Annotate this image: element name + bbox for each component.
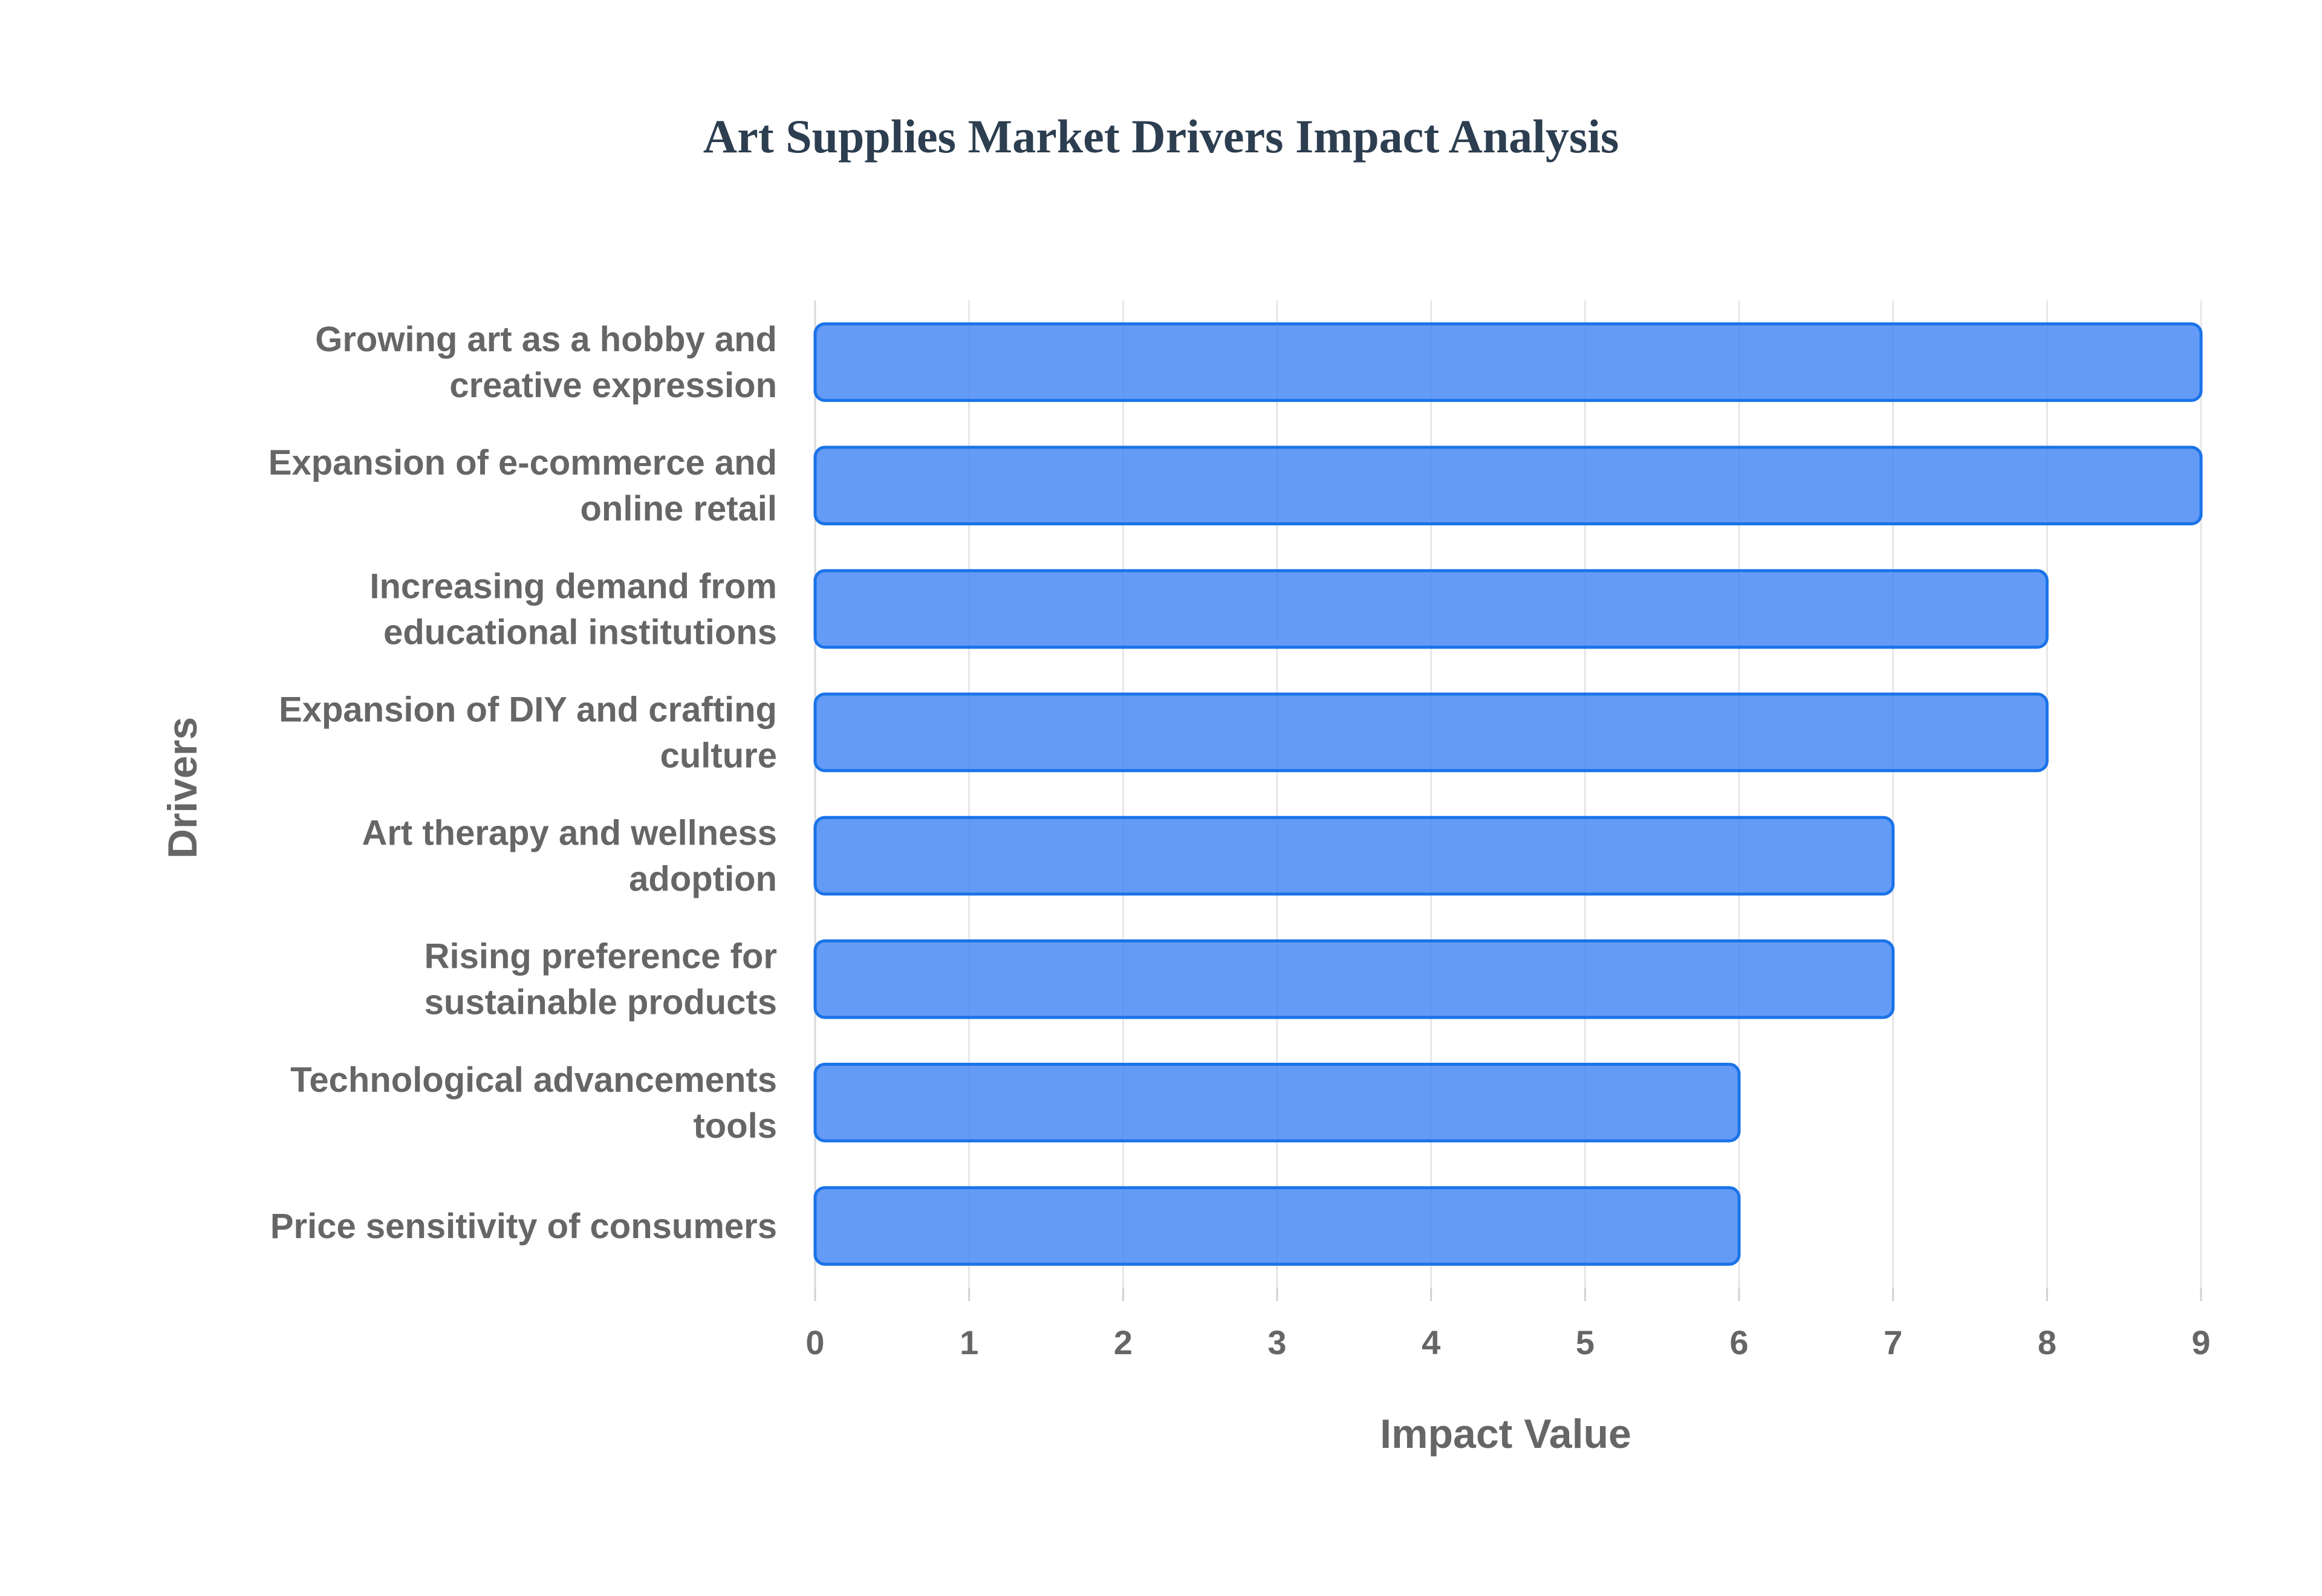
category-label-line: culture: [660, 736, 777, 775]
category-label-3: Expansion of DIY and crafting culture: [279, 690, 777, 775]
bar-2: [813, 569, 2049, 649]
x-tick-label-6: 6: [1729, 1323, 1748, 1361]
bar-7: [813, 1186, 1741, 1266]
bars: [813, 322, 2203, 1266]
bar-5: [813, 939, 1895, 1019]
x-tick-label-3: 3: [1267, 1323, 1286, 1361]
bar-4: [813, 816, 1895, 896]
category-label-6: Technological advancements tools: [290, 1060, 777, 1146]
category-label-line: sustainable products: [424, 983, 777, 1022]
category-label-line: Growing art as a hobby and: [315, 320, 777, 359]
x-tick-label-2: 2: [1114, 1323, 1133, 1361]
x-tick-label-1: 1: [960, 1323, 978, 1361]
x-tick-label-0: 0: [805, 1323, 824, 1361]
category-label-line: Expansion of DIY and crafting: [279, 690, 777, 729]
x-tick-label-5: 5: [1576, 1323, 1595, 1361]
bar-1: [813, 446, 2203, 525]
category-labels: Growing art as a hobby and creative expre…: [268, 320, 777, 1246]
x-tick-label-4: 4: [1422, 1323, 1440, 1361]
bar-0: [813, 322, 2203, 402]
category-label-0: Growing art as a hobby and creative expre…: [315, 320, 777, 405]
category-label-line: educational institutions: [383, 612, 777, 652]
category-label-line: tools: [693, 1106, 777, 1146]
category-label-line: Technological advancements: [290, 1060, 777, 1100]
category-label-2: Increasing demand from educational instit…: [369, 566, 777, 652]
category-label-line: Expansion of e-commerce and: [268, 443, 777, 482]
category-label-1: Expansion of e-commerce and online retail: [268, 443, 777, 528]
category-label-5: Rising preference for sustainable product…: [424, 937, 777, 1022]
x-tick-label-8: 8: [2038, 1323, 2057, 1361]
category-label-7: Price sensitivity of consumers: [270, 1207, 777, 1246]
x-tick-label-9: 9: [2191, 1323, 2210, 1361]
category-label-line: Price sensitivity of consumers: [270, 1207, 777, 1246]
category-label-line: Rising preference for: [424, 937, 777, 976]
category-label-line: adoption: [629, 860, 777, 899]
chart-title: Art Supplies Market Drivers Impact Analy…: [703, 110, 1619, 163]
category-label-line: Art therapy and wellness: [362, 814, 777, 853]
bar-3: [813, 692, 2049, 773]
y-axis-title: Drivers: [160, 717, 206, 858]
category-label-4: Art therapy and wellness adoption: [362, 814, 777, 899]
x-axis-ticks: 0 1 2 3 4 5 6 7 8 9: [805, 1288, 2211, 1361]
category-label-line: Increasing demand from: [369, 566, 777, 606]
category-label-line: creative expression: [449, 366, 777, 405]
x-tick-label-7: 7: [1884, 1323, 1902, 1361]
x-axis-title: Impact Value: [1380, 1411, 1631, 1457]
category-label-line: online retail: [580, 489, 777, 528]
bar-6: [813, 1063, 1741, 1143]
